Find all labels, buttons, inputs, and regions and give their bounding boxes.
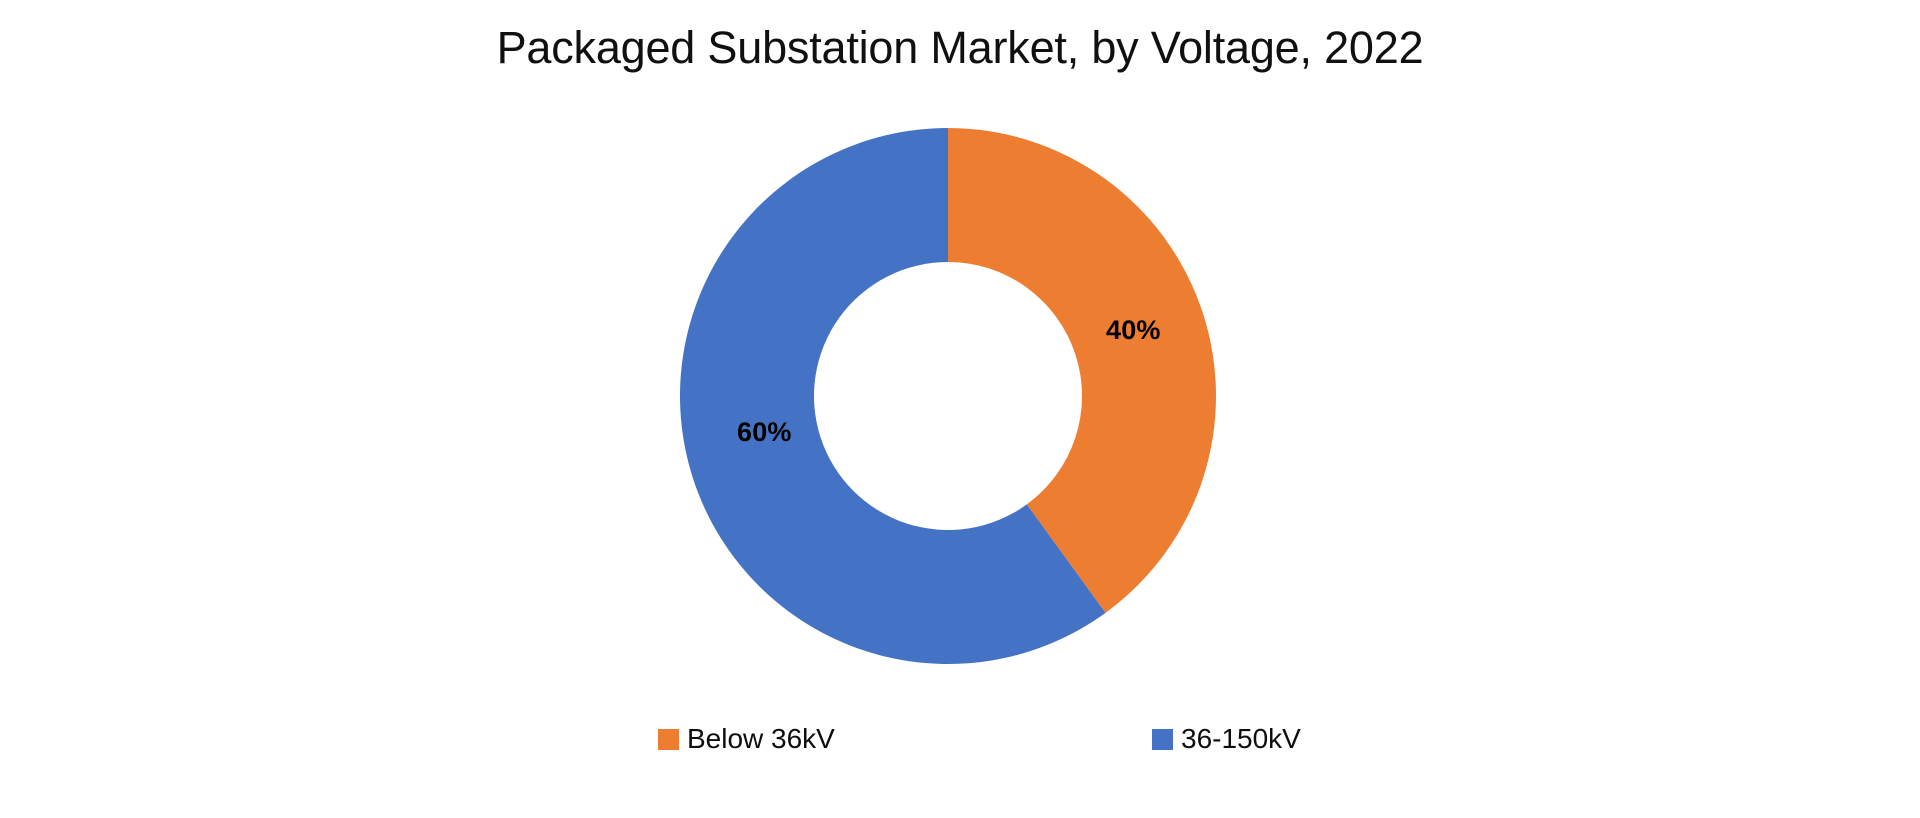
donut-chart-svg [679, 128, 1216, 664]
legend-swatch-icon-36-150kv [1152, 728, 1173, 750]
donut-slices [679, 128, 1216, 664]
slice-data-label-36-150kv: 60% [737, 417, 792, 447]
donut-chart-plot-area [679, 128, 1216, 664]
slice-data-label-below-36kv: 40% [1106, 315, 1161, 345]
legend-label-36-150kv: 36-150kV [1181, 723, 1301, 754]
legend-item-below-36kv[interactable]: Below 36kV [658, 722, 835, 756]
chart-legend: Below 36kV 36-150kV [0, 722, 1920, 762]
legend-label-below-36kv: Below 36kV [687, 723, 835, 754]
pie-slice-below-36kv[interactable] [948, 128, 1216, 613]
chart-title: Packaged Substation Market, by Voltage, … [496, 22, 1424, 73]
legend-item-36-150kv[interactable]: 36-150kV [1152, 722, 1301, 756]
pie-slice-36-150kv[interactable] [679, 128, 1106, 664]
legend-swatch-icon-below-36kv [658, 728, 679, 750]
